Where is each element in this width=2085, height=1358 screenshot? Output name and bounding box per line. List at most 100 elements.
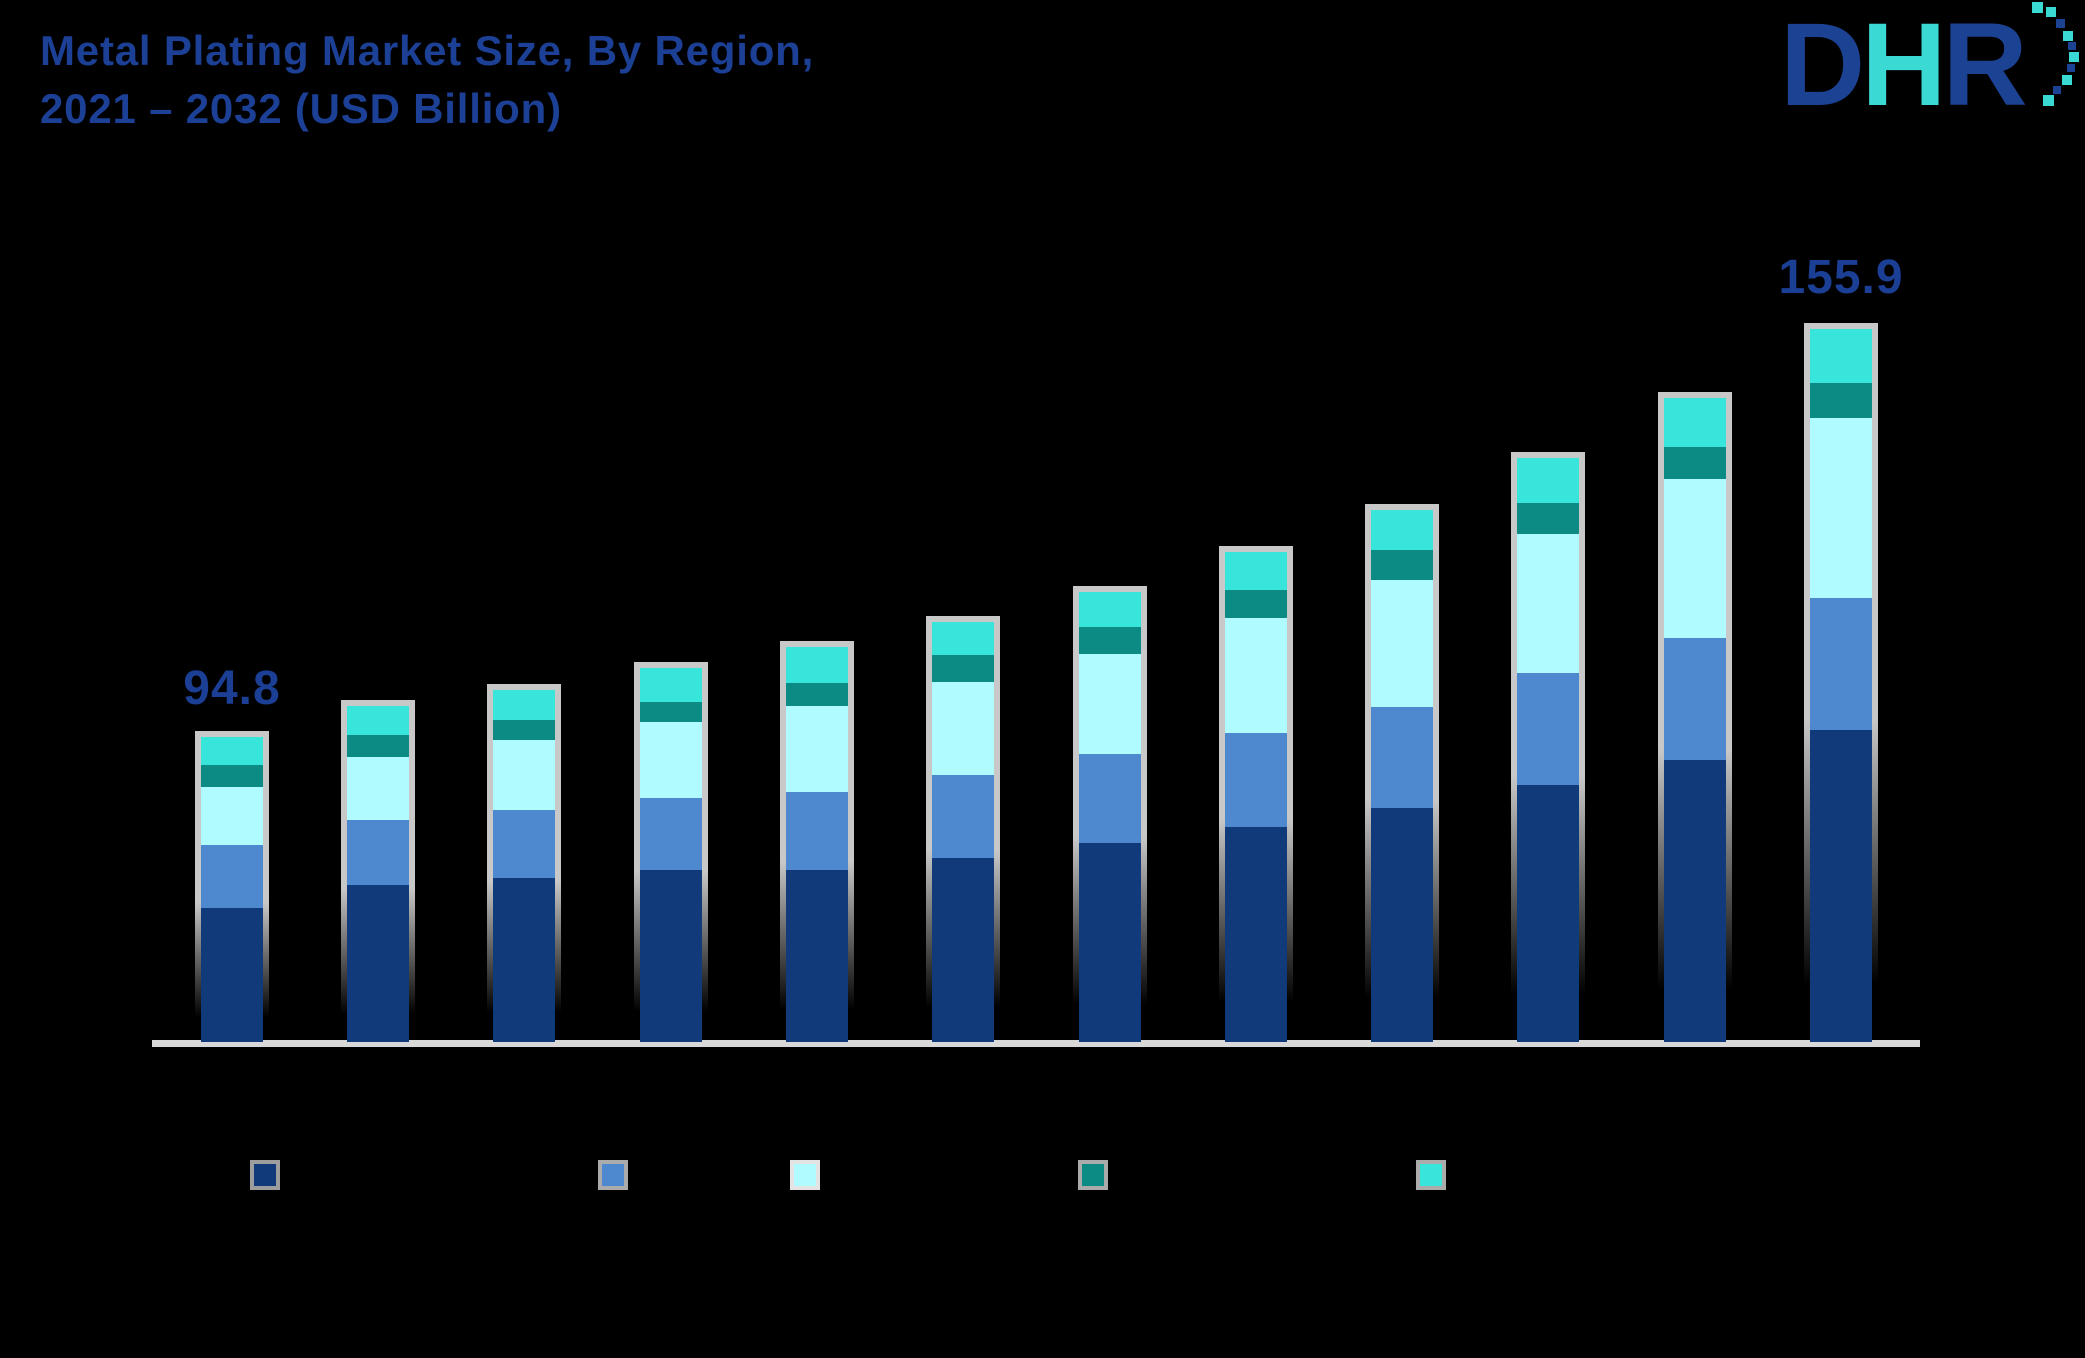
bar-segment-navy — [1371, 808, 1433, 1042]
bar-segment-turquoise — [786, 647, 848, 683]
bar-2021 — [195, 731, 269, 1042]
bar-2029 — [1365, 504, 1439, 1042]
logo-dot — [2069, 52, 2079, 62]
bar-2032 — [1804, 323, 1878, 1042]
bar-stack — [493, 690, 555, 1042]
bar-segment-medium-blue — [786, 792, 848, 870]
legend-swatch-3 — [790, 1160, 820, 1190]
bar-segment-medium-blue — [1810, 598, 1872, 730]
bar-segment-medium-blue — [201, 845, 263, 908]
bar-segment-turquoise — [201, 737, 263, 765]
bar-stack — [786, 647, 848, 1042]
bar-segment-teal — [1225, 590, 1287, 618]
bar-segment-light-cyan — [1079, 654, 1141, 754]
bar-segment-light-cyan — [932, 682, 994, 775]
logo-letter-h: H — [1861, 0, 1946, 131]
bar-segment-light-cyan — [640, 722, 702, 798]
bar-2023 — [487, 684, 561, 1042]
logo-letter-r: R — [1942, 0, 2027, 131]
bar-segment-medium-blue — [1225, 733, 1287, 827]
bar-stack — [1664, 398, 1726, 1042]
bar-segment-turquoise — [1225, 552, 1287, 590]
logo-dot — [2056, 19, 2065, 28]
chart-title-line1: Metal Plating Market Size, By Region, — [40, 27, 815, 74]
legend-swatch-2 — [598, 1160, 628, 1190]
bar-2030 — [1511, 452, 1585, 1042]
bar-segment-medium-blue — [347, 820, 409, 885]
bar-segment-navy — [1664, 760, 1726, 1042]
bar-segment-navy — [640, 870, 702, 1042]
bar-segment-teal — [786, 683, 848, 706]
bar-stack — [1079, 592, 1141, 1042]
bar-segment-navy — [493, 878, 555, 1042]
bar-2027 — [1073, 586, 1147, 1042]
logo-dot — [2068, 42, 2076, 50]
bar-segment-teal — [1371, 550, 1433, 580]
bar-segment-turquoise — [640, 668, 702, 702]
bar-segment-medium-blue — [1079, 754, 1141, 843]
bar-segment-medium-blue — [1371, 707, 1433, 808]
bar-segment-medium-blue — [932, 775, 994, 858]
bar-segment-teal — [1079, 627, 1141, 654]
bar-segment-teal — [932, 655, 994, 682]
bar-2031 — [1658, 392, 1732, 1042]
bar-stack — [932, 622, 994, 1042]
bar-segment-navy — [786, 870, 848, 1042]
bar-segment-turquoise — [347, 706, 409, 735]
bar-segment-teal — [1664, 447, 1726, 479]
bar-segment-navy — [1079, 843, 1141, 1042]
bar-stack — [640, 668, 702, 1042]
bar-segment-turquoise — [1371, 510, 1433, 550]
bar-stack — [347, 706, 409, 1042]
bar-2025 — [780, 641, 854, 1042]
bar-2028 — [1219, 546, 1293, 1042]
value-label-last-bar: 155.9 — [1778, 251, 1904, 304]
logo-dot — [2053, 86, 2061, 94]
bar-stack — [1517, 458, 1579, 1042]
logo-dot — [2043, 95, 2054, 106]
bar-segment-teal — [1517, 503, 1579, 534]
bar-segment-light-cyan — [493, 740, 555, 810]
bar-segment-light-cyan — [1517, 534, 1579, 673]
chart-title-line2: 2021 – 2032 (USD Billion) — [40, 84, 562, 132]
value-label-first-bar: 94.8 — [183, 662, 281, 715]
bar-stack — [1225, 552, 1287, 1042]
logo-dot — [2063, 31, 2073, 41]
bar-2026 — [926, 616, 1000, 1042]
logo-dot — [2046, 7, 2056, 17]
bar-segment-navy — [201, 908, 263, 1042]
legend-swatch-4 — [1078, 1160, 1108, 1190]
bar-segment-turquoise — [1664, 398, 1726, 447]
bar-2024 — [634, 662, 708, 1042]
bar-segment-teal — [493, 720, 555, 740]
bar-segment-navy — [347, 885, 409, 1042]
logo-dot — [2067, 64, 2075, 72]
bar-segment-navy — [1810, 730, 1872, 1042]
bar-stack — [1810, 329, 1872, 1042]
bar-segment-turquoise — [1517, 458, 1579, 503]
bar-segment-teal — [347, 735, 409, 757]
chart-title: Metal Plating Market Size, By Region, 20… — [40, 22, 814, 138]
bar-segment-navy — [932, 858, 994, 1042]
logo-dot — [2062, 75, 2072, 85]
bar-segment-light-cyan — [1371, 580, 1433, 707]
bar-segment-navy — [1225, 827, 1287, 1042]
bar-segment-turquoise — [1079, 592, 1141, 627]
bar-segment-medium-blue — [1517, 673, 1579, 785]
logo-dot — [2032, 2, 2043, 13]
bar-segment-light-cyan — [1664, 479, 1726, 638]
bar-segment-teal — [1810, 383, 1872, 418]
dhr-logo: DHR — [1780, 6, 2028, 124]
bar-segment-medium-blue — [493, 810, 555, 878]
bar-stack — [201, 737, 263, 1042]
bar-segment-turquoise — [493, 690, 555, 720]
bar-segment-medium-blue — [640, 798, 702, 870]
bar-segment-teal — [201, 765, 263, 787]
bar-segment-turquoise — [1810, 329, 1872, 383]
bar-2022 — [341, 700, 415, 1042]
bar-segment-light-cyan — [786, 706, 848, 792]
legend-swatch-5 — [1416, 1160, 1446, 1190]
x-axis-baseline — [152, 1040, 1920, 1047]
bar-segment-turquoise — [932, 622, 994, 655]
